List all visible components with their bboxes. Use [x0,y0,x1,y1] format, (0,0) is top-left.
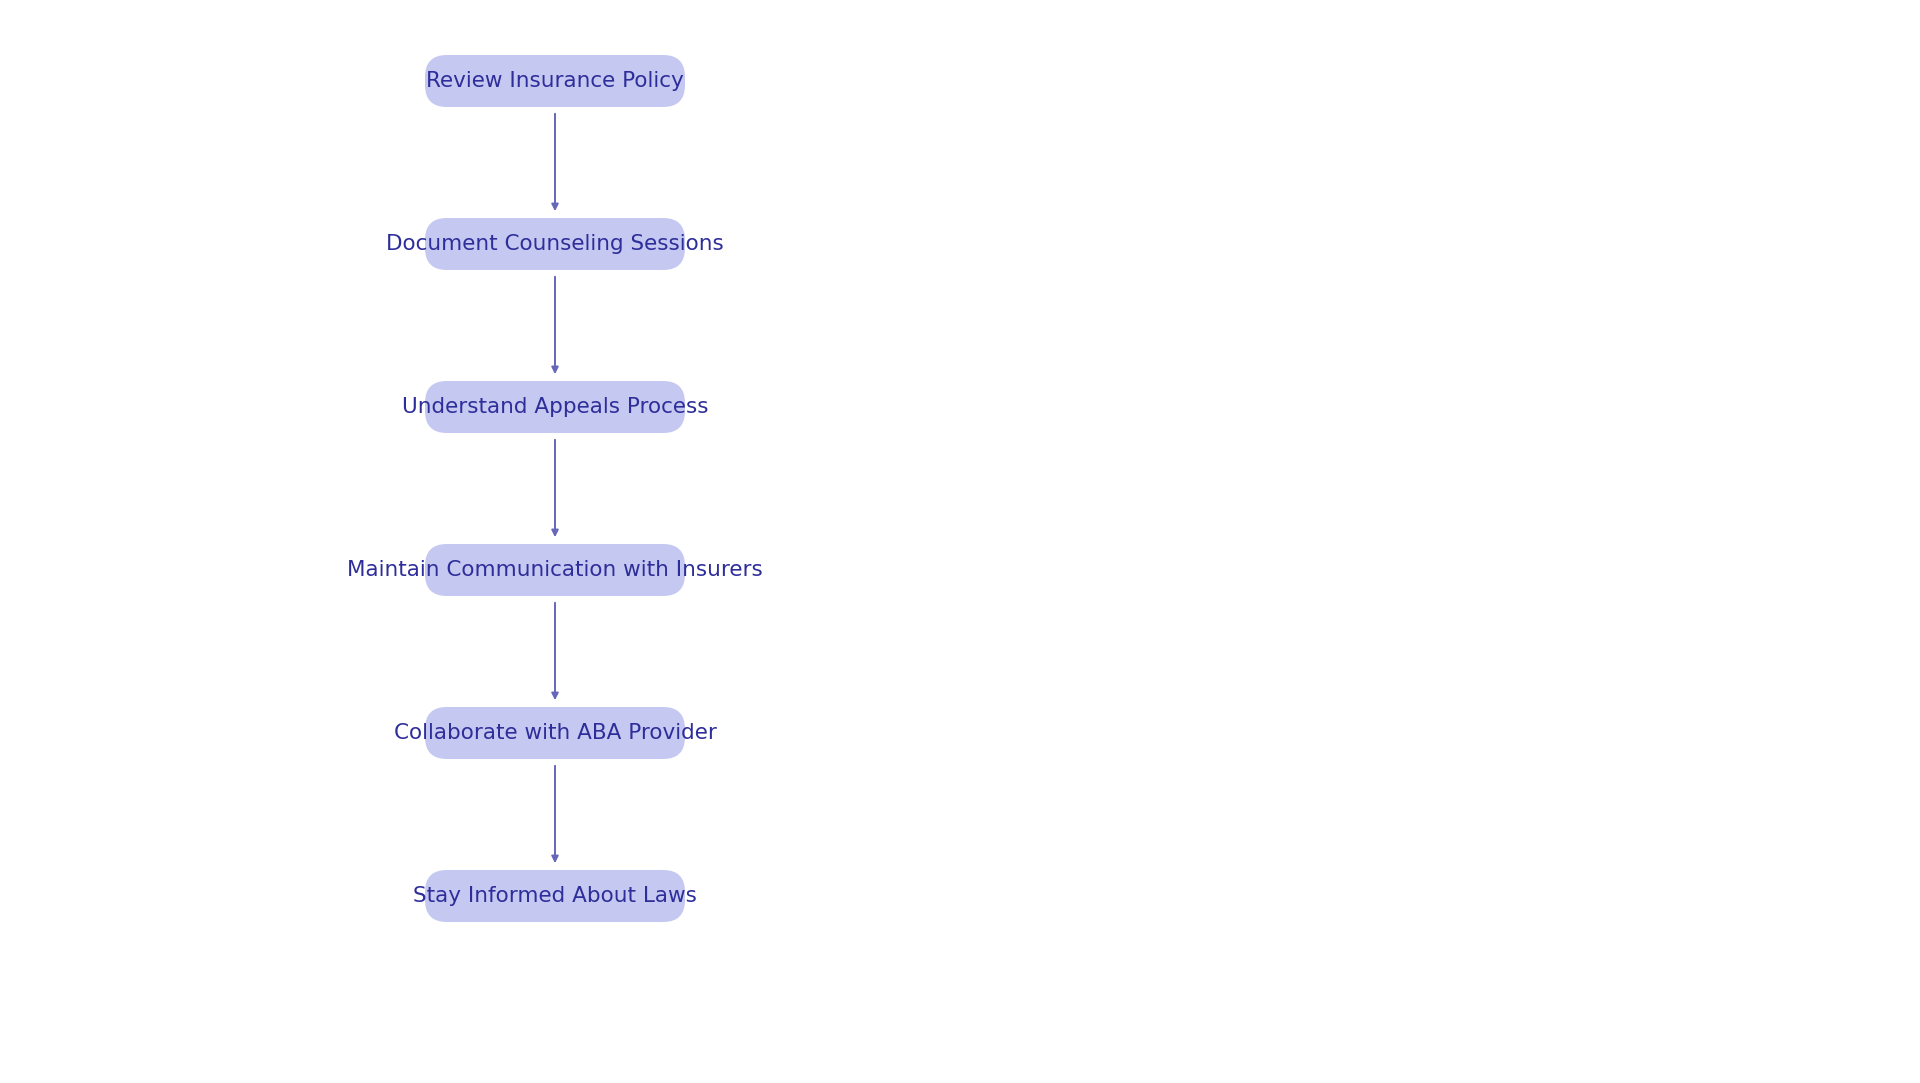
Text: Collaborate with ABA Provider: Collaborate with ABA Provider [394,723,716,743]
FancyBboxPatch shape [424,544,685,596]
FancyBboxPatch shape [424,381,685,433]
Text: Maintain Communication with Insurers: Maintain Communication with Insurers [348,560,762,580]
Text: Understand Appeals Process: Understand Appeals Process [401,397,708,417]
FancyBboxPatch shape [424,55,685,107]
Text: Review Insurance Policy: Review Insurance Policy [426,71,684,91]
Text: Document Counseling Sessions: Document Counseling Sessions [386,234,724,255]
FancyBboxPatch shape [424,218,685,270]
Text: Stay Informed About Laws: Stay Informed About Laws [413,886,697,906]
FancyBboxPatch shape [424,707,685,759]
FancyBboxPatch shape [424,870,685,922]
